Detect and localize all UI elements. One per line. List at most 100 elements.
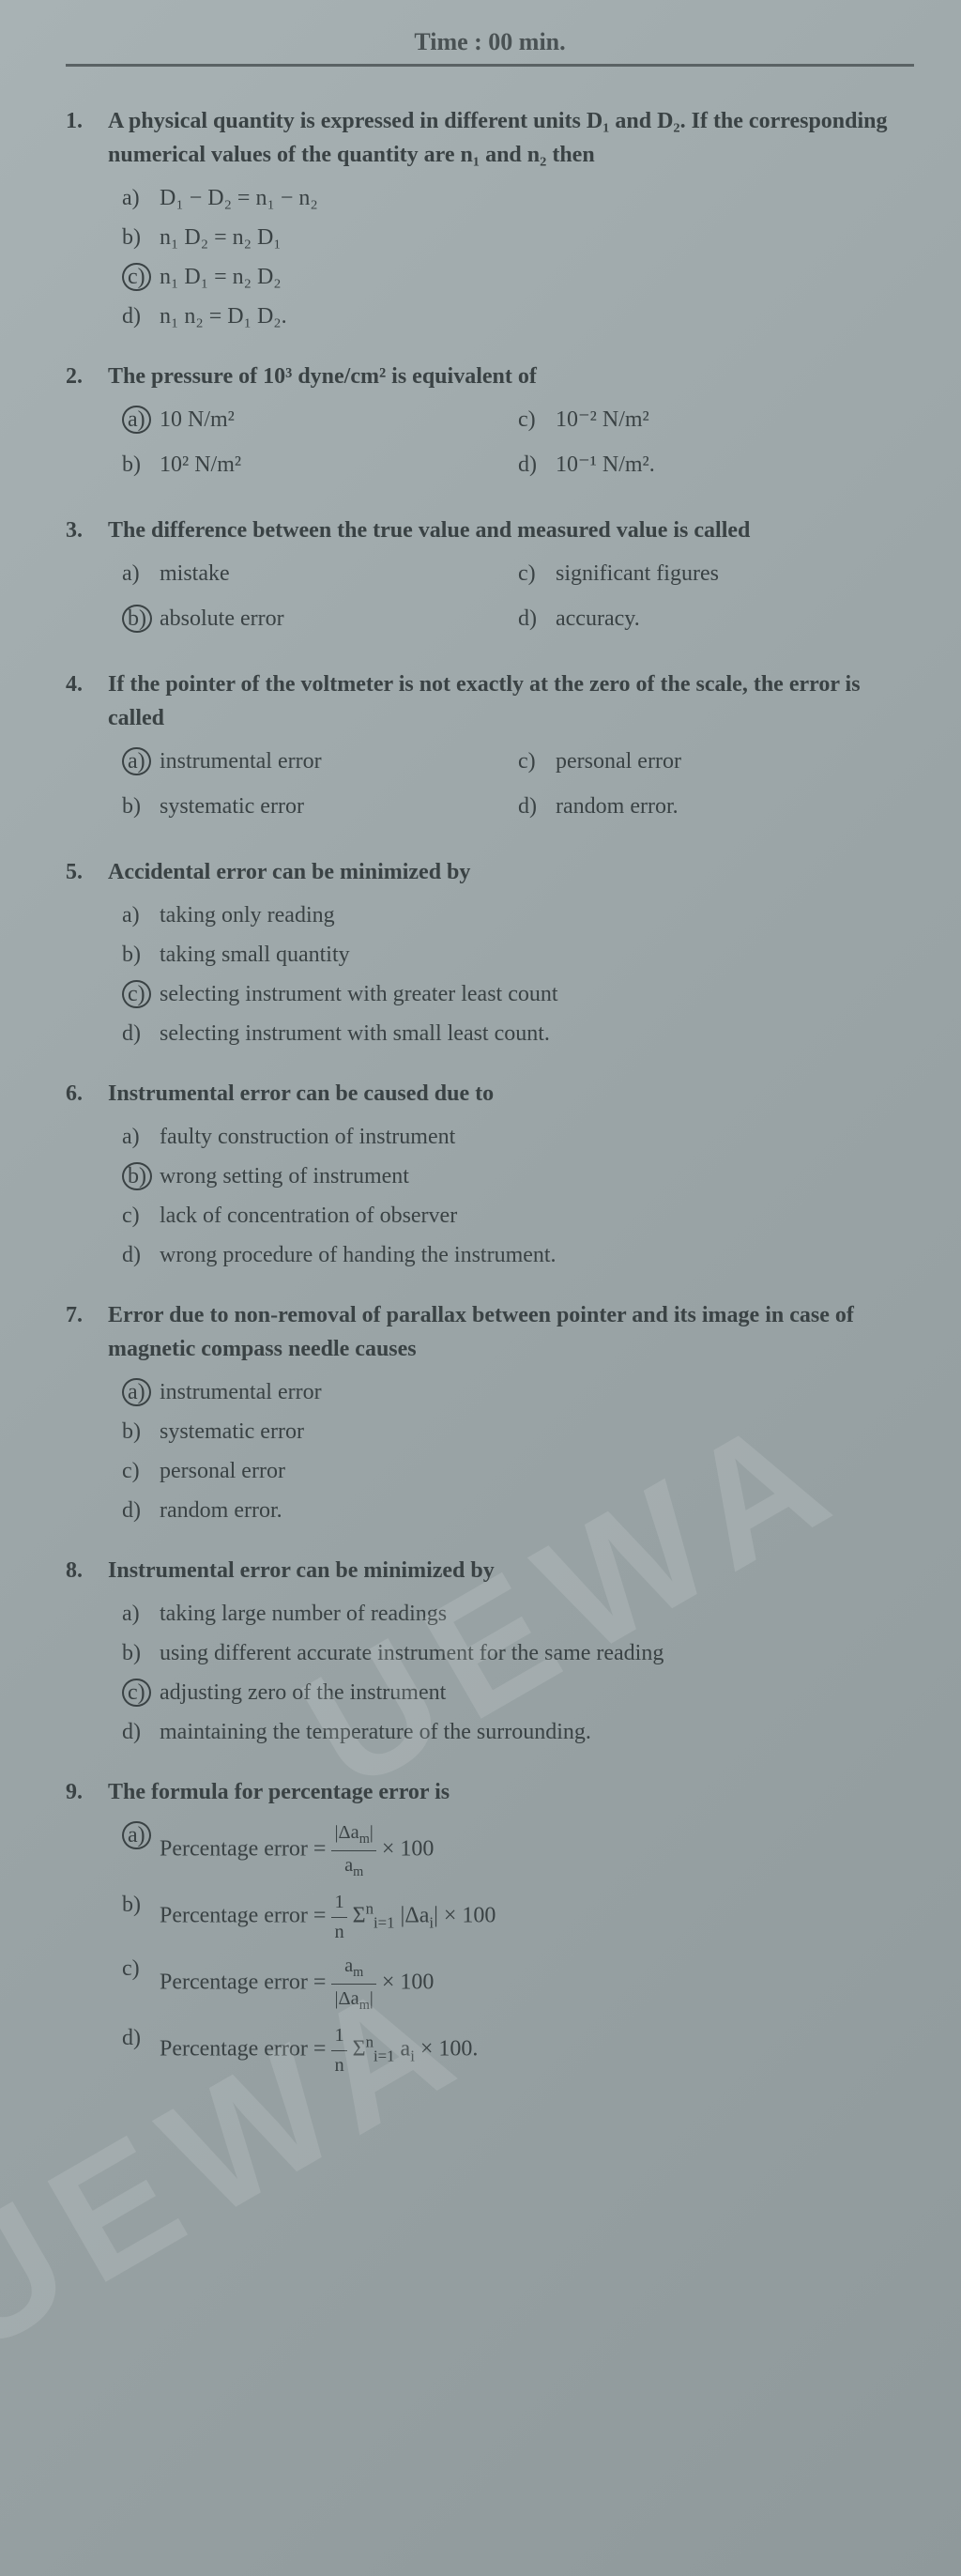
question-text: If the pointer of the voltmeter is not e…: [108, 667, 914, 735]
question: 1.A physical quantity is expressed in di…: [66, 104, 914, 333]
option: b)taking small quantity: [122, 938, 914, 972]
option: b)absolute error: [122, 602, 518, 636]
option-label: d): [122, 2021, 160, 2079]
option-text: n₁ D₁ = n₂ D₂: [160, 260, 914, 294]
question: 9.The formula for percentage error is a)P…: [66, 1775, 914, 2079]
option-text: random error.: [160, 1494, 914, 1527]
option-text: D₁ − D₂ = n₁ − n₂: [160, 181, 914, 215]
question-number: 1.: [66, 104, 108, 172]
option-label: b): [122, 1888, 160, 1946]
option-label: d): [518, 448, 556, 482]
option: a)taking large number of readings: [122, 1597, 914, 1631]
option: c)adjusting zero of the instrument: [122, 1676, 914, 1710]
option-text: 10 N/m²: [160, 403, 518, 437]
option-text: wrong procedure of handing the instrumen…: [160, 1238, 914, 1272]
option-label: b): [122, 1159, 160, 1193]
option: a)10 N/m²: [122, 403, 518, 437]
time-header: Time : 00 min.: [66, 28, 914, 56]
option-label: c): [122, 260, 160, 294]
question-number: 3.: [66, 514, 108, 547]
option-label: c): [518, 403, 556, 437]
question: 8.Instrumental error can be minimized by…: [66, 1554, 914, 1749]
option: d)random error.: [518, 790, 914, 823]
option-text: 10⁻¹ N/m².: [556, 448, 914, 482]
question: 4.If the pointer of the voltmeter is not…: [66, 667, 914, 829]
question-text: Error due to non-removal of parallax bet…: [108, 1298, 914, 1366]
question: 6.Instrumental error can be caused due t…: [66, 1077, 914, 1272]
option-label: c): [518, 557, 556, 590]
option-text: faulty construction of instrument: [160, 1120, 914, 1154]
question-text: The formula for percentage error is: [108, 1775, 914, 1809]
question-number: 4.: [66, 667, 108, 735]
option: a)D₁ − D₂ = n₁ − n₂: [122, 181, 914, 215]
option: a)instrumental error: [122, 744, 518, 778]
option-label: d): [122, 299, 160, 333]
option-text: taking small quantity: [160, 938, 914, 972]
option-label: c): [518, 744, 556, 778]
options-list: a)mistakec)significant figures b)absolute…: [66, 557, 914, 641]
option-label: a): [122, 898, 160, 932]
option-label: b): [122, 221, 160, 254]
question: 2.The pressure of 10³ dyne/cm² is equiva…: [66, 360, 914, 487]
option: d)Percentage error = 1n Σni=1 ai × 100.: [122, 2021, 914, 2079]
option-text: using different accurate instrument for …: [160, 1636, 914, 1670]
option-text: selecting instrument with small least co…: [160, 1017, 914, 1050]
question-text: Accidental error can be minimized by: [108, 855, 914, 889]
option-label: a): [122, 403, 160, 437]
option: a)Percentage error = |Δam|am × 100: [122, 1818, 914, 1882]
option: a)mistake: [122, 557, 518, 590]
option: d)n₁ n₂ = D₁ D₂.: [122, 299, 914, 333]
option: b)systematic error: [122, 1415, 914, 1449]
question: 5.Accidental error can be minimized bya)…: [66, 855, 914, 1050]
option-text: accuracy.: [556, 602, 914, 636]
question-number: 6.: [66, 1077, 108, 1111]
question-stem: 3.The difference between the true value …: [66, 514, 914, 547]
option-text: adjusting zero of the instrument: [160, 1676, 914, 1710]
option: c)personal error: [518, 744, 914, 778]
option: a)taking only reading: [122, 898, 914, 932]
question-number: 9.: [66, 1775, 108, 1809]
option-text: maintaining the temperature of the surro…: [160, 1715, 914, 1749]
question-stem: 8.Instrumental error can be minimized by: [66, 1554, 914, 1587]
option-label: a): [122, 744, 160, 778]
question: 7.Error due to non-removal of parallax b…: [66, 1298, 914, 1527]
option-text: random error.: [556, 790, 914, 823]
option: d)wrong procedure of handing the instrum…: [122, 1238, 914, 1272]
option-label: b): [122, 938, 160, 972]
option-text: systematic error: [160, 790, 518, 823]
option-label: d): [122, 1715, 160, 1749]
options-list: a)taking large number of readingsb)using…: [66, 1597, 914, 1749]
option-text: selecting instrument with greater least …: [160, 977, 914, 1011]
option: b)systematic error: [122, 790, 518, 823]
questions-container: 1.A physical quantity is expressed in di…: [66, 104, 914, 2079]
question-stem: 2.The pressure of 10³ dyne/cm² is equiva…: [66, 360, 914, 393]
option-text: lack of concentration of observer: [160, 1199, 914, 1233]
option-text: Percentage error = am|Δam| × 100: [160, 1952, 914, 2016]
option-text: n₁ n₂ = D₁ D₂.: [160, 299, 914, 333]
options-list: a)D₁ − D₂ = n₁ − n₂ b)n₁ D₂ = n₂ D₁ c)n₁ D…: [66, 181, 914, 333]
option-label: c): [122, 1199, 160, 1233]
option-text: 10⁻² N/m²: [556, 403, 914, 437]
option: a)instrumental error: [122, 1375, 914, 1409]
option-label: d): [122, 1017, 160, 1050]
option-label: b): [122, 790, 160, 823]
option: b)n₁ D₂ = n₂ D₁: [122, 221, 914, 254]
option: b)10² N/m²: [122, 448, 518, 482]
option: c)lack of concentration of observer: [122, 1199, 914, 1233]
option: c)personal error: [122, 1454, 914, 1488]
question-stem: 1.A physical quantity is expressed in di…: [66, 104, 914, 172]
option-text: instrumental error: [160, 744, 518, 778]
option-text: personal error: [160, 1454, 914, 1488]
option-text: instrumental error: [160, 1375, 914, 1409]
options-list: a)taking only reading b)taking small quan…: [66, 898, 914, 1050]
option-label: b): [122, 602, 160, 636]
option-text: significant figures: [556, 557, 914, 590]
option-label: a): [122, 1597, 160, 1631]
option: d)10⁻¹ N/m².: [518, 448, 914, 482]
option-label: b): [122, 448, 160, 482]
options-list: a)Percentage error = |Δam|am × 100 b)Perc…: [66, 1818, 914, 2079]
question-text: Instrumental error can be caused due to: [108, 1077, 914, 1111]
options-list: a)faulty construction of instrumentb)wro…: [66, 1120, 914, 1272]
question-stem: 7.Error due to non-removal of parallax b…: [66, 1298, 914, 1366]
option: b)wrong setting of instrument: [122, 1159, 914, 1193]
